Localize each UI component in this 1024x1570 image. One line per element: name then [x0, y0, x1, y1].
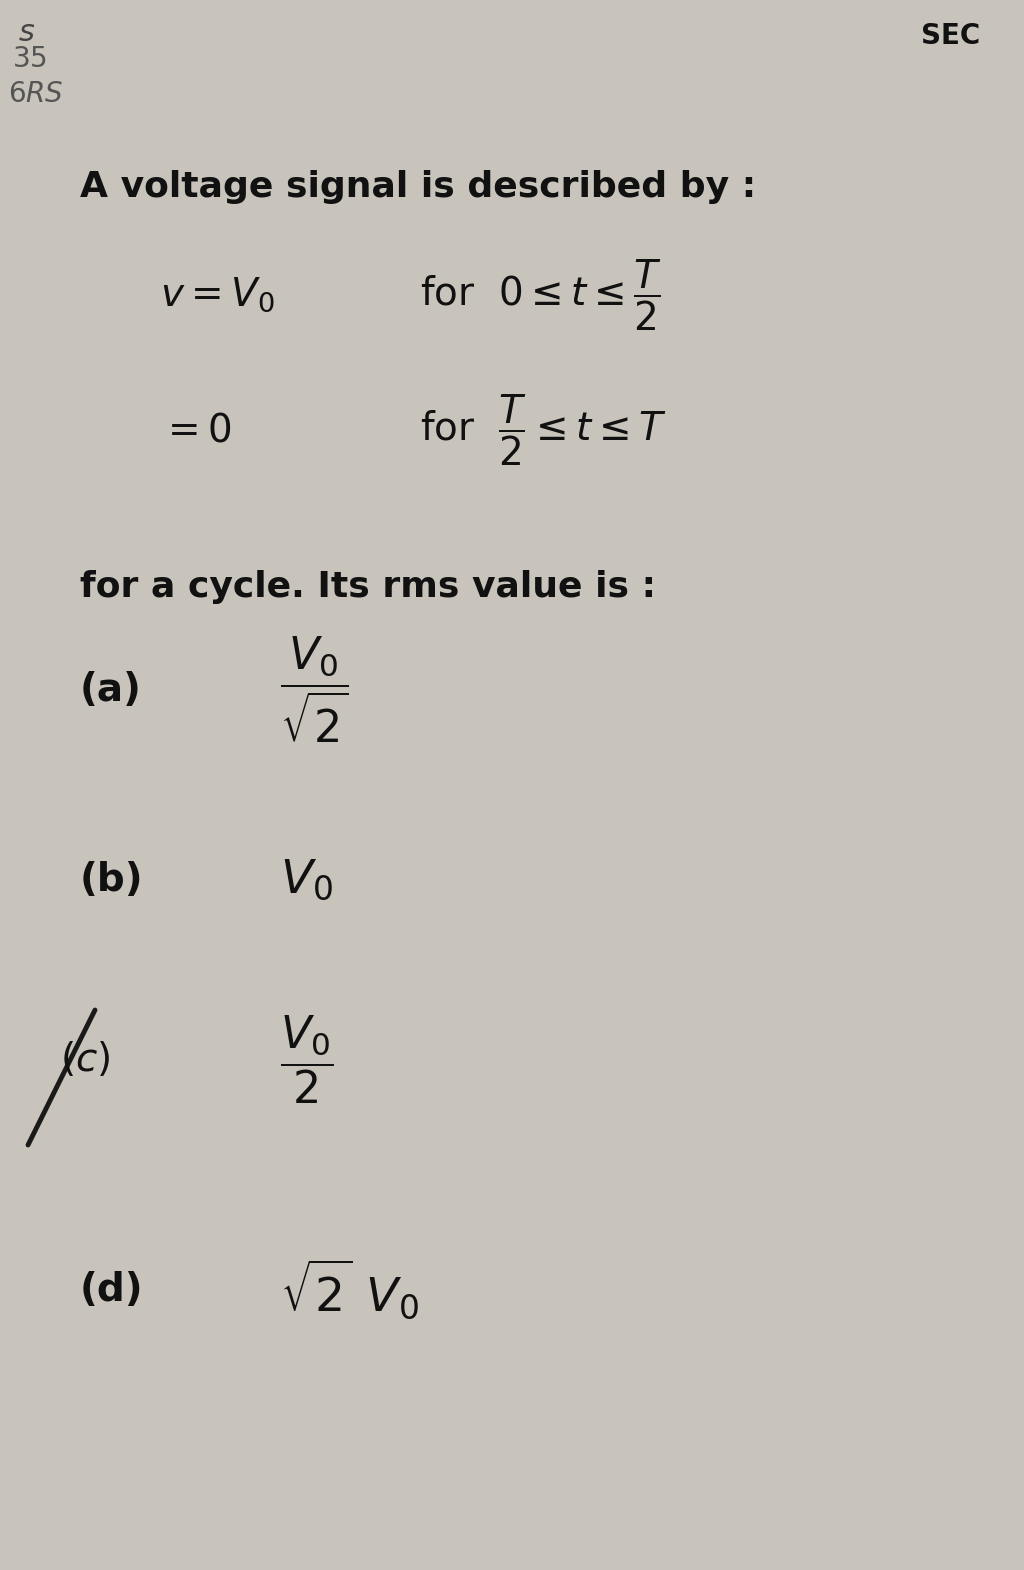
Text: (b): (b)	[80, 860, 143, 900]
Text: $\dfrac{V_0}{2}$: $\dfrac{V_0}{2}$	[280, 1014, 334, 1107]
Text: for  $\dfrac{T}{2} \leq t \leq T$: for $\dfrac{T}{2} \leq t \leq T$	[420, 392, 667, 468]
Text: $\sqrt{2}\ V_0$: $\sqrt{2}\ V_0$	[280, 1258, 419, 1322]
Text: $\dfrac{V_0}{\sqrt{2}}$: $\dfrac{V_0}{\sqrt{2}}$	[280, 634, 349, 746]
Text: (a): (a)	[80, 670, 142, 710]
Text: $v = V_0$: $v = V_0$	[160, 276, 274, 314]
Text: $= 0$: $= 0$	[160, 411, 231, 449]
Text: $\mathit{(c)}$: $\mathit{(c)}$	[60, 1041, 111, 1080]
Text: (d): (d)	[80, 1272, 143, 1309]
Text: $\mathit{35}$: $\mathit{35}$	[12, 46, 47, 72]
Text: A voltage signal is described by :: A voltage signal is described by :	[80, 170, 756, 204]
Text: $\mathit{s}$: $\mathit{s}$	[18, 17, 35, 47]
Text: for a cycle. Its rms value is :: for a cycle. Its rms value is :	[80, 570, 656, 604]
Text: for  $0 \leq t \leq \dfrac{T}{2}$: for $0 \leq t \leq \dfrac{T}{2}$	[420, 257, 662, 333]
Text: SEC: SEC	[921, 22, 980, 50]
Text: $\mathit{6RS}$: $\mathit{6RS}$	[8, 80, 63, 108]
Text: $V_0$: $V_0$	[280, 857, 333, 903]
